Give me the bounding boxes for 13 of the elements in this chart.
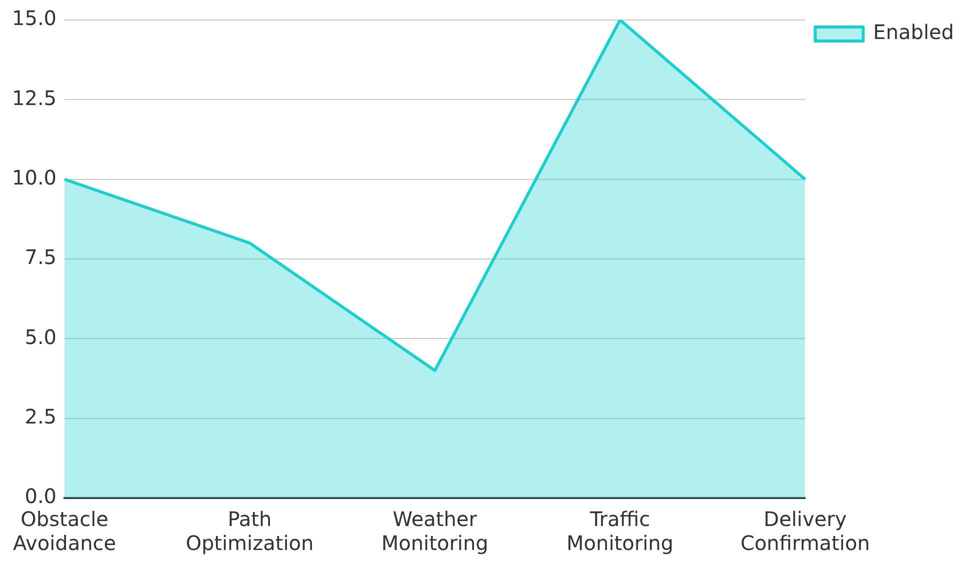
- x-tick-label: Traffic Monitoring: [566, 507, 674, 556]
- y-tick-label: 0.0: [24, 484, 57, 508]
- y-tick-label: 12.5: [12, 86, 57, 110]
- y-tick-label: 15.0: [12, 6, 57, 30]
- y-tick-label: 2.5: [24, 404, 57, 429]
- x-tick-label: Weather Monitoring: [381, 507, 488, 556]
- x-tick-label: Obstacle Avoidance: [12, 507, 116, 556]
- legend-label: Enabled: [873, 20, 954, 44]
- x-tick-label: Path Optimization: [186, 507, 314, 556]
- y-tick-label: 10.0: [12, 166, 57, 190]
- y-tick-label: 7.5: [24, 245, 57, 270]
- x-tick-label: Delivery Confirmation: [740, 507, 870, 556]
- y-tick-label: 5.0: [24, 324, 57, 349]
